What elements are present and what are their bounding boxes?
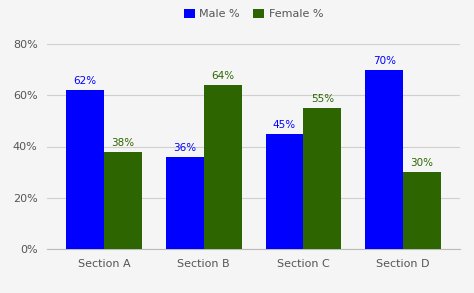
- Text: 62%: 62%: [73, 76, 97, 86]
- Bar: [265, 134, 303, 249]
- Bar: [166, 157, 204, 249]
- Bar: [66, 90, 104, 249]
- Bar: [365, 70, 403, 249]
- Bar: [303, 108, 341, 249]
- Text: 38%: 38%: [111, 138, 135, 148]
- Bar: [204, 85, 242, 249]
- Bar: [104, 152, 142, 249]
- Text: 64%: 64%: [211, 71, 234, 81]
- Text: 36%: 36%: [173, 143, 196, 153]
- Text: 30%: 30%: [410, 158, 434, 168]
- Bar: [403, 172, 441, 249]
- Legend: Male %, Female %: Male %, Female %: [179, 4, 328, 24]
- Text: 45%: 45%: [273, 120, 296, 130]
- Text: 55%: 55%: [311, 94, 334, 104]
- Text: 70%: 70%: [373, 56, 396, 66]
